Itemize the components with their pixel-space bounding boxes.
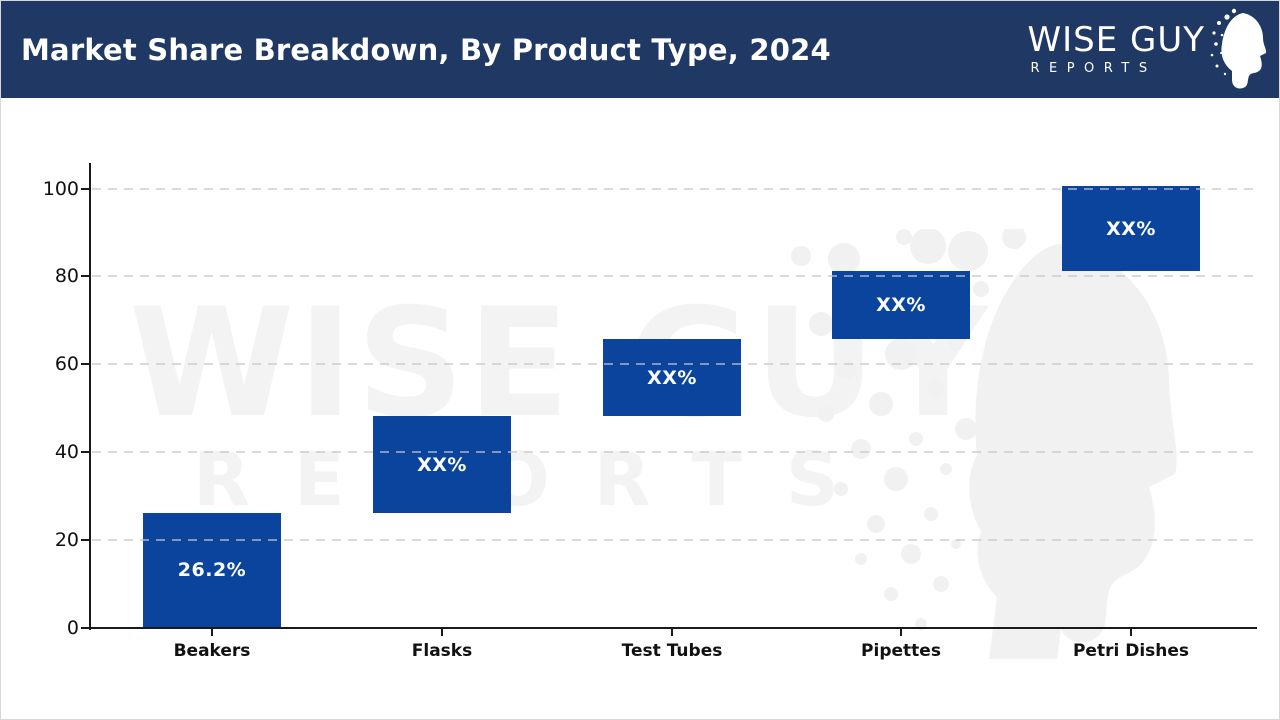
y-tickmark-100 xyxy=(81,187,90,190)
x-category-label: Pipettes xyxy=(861,641,941,661)
y-tick-label-20: 20 xyxy=(54,529,79,552)
y-tickmark-80 xyxy=(81,275,90,278)
bar-value-label: XX% xyxy=(1106,217,1156,240)
page-title: Market Share Breakdown, By Product Type,… xyxy=(21,32,831,67)
x-category-label: Beakers xyxy=(173,641,251,661)
y-tickmark-0 xyxy=(81,627,90,629)
bar-value-label: XX% xyxy=(417,453,467,476)
y-tickmark-40 xyxy=(81,451,90,454)
bar-value-label: XX% xyxy=(876,294,926,317)
bar-value-label: 26.2% xyxy=(177,559,247,582)
header: Market Share Breakdown, By Product Type,… xyxy=(1,1,1279,98)
x-tickmark-3 xyxy=(900,629,902,636)
y-tick-label-60: 60 xyxy=(54,353,79,376)
x-category-label: Flasks xyxy=(411,641,473,661)
x-tickmark-4 xyxy=(1130,629,1132,636)
y-tickmark-60 xyxy=(81,363,90,366)
x-category-label: Petri Dishes xyxy=(1072,641,1190,661)
y-tickmark-20 xyxy=(81,539,90,542)
bar-petri-dishes: XX% xyxy=(1062,186,1200,272)
logo-head-icon xyxy=(1210,8,1267,89)
bar-value-label: XX% xyxy=(647,366,697,389)
x-tickmark-1 xyxy=(441,629,443,636)
bar-beakers: 26.2% xyxy=(143,512,281,628)
watermark-text-line2: REPORTS xyxy=(193,437,884,523)
logo-wordmark: WISE GUY xyxy=(1027,20,1205,60)
y-tick-label-0: 0 xyxy=(66,617,79,639)
x-tickmark-0 xyxy=(211,629,213,636)
bar-flasks: XX% xyxy=(373,416,511,513)
y-tick-label-40: 40 xyxy=(54,441,79,464)
logo-text: WISE GUY REPORTS xyxy=(1027,23,1205,76)
logo-subtext: REPORTS xyxy=(1030,61,1157,76)
x-axis-spine xyxy=(89,627,1257,629)
y-tick-label-100: 100 xyxy=(42,177,79,200)
y-tick-label-80: 80 xyxy=(54,265,79,288)
bar-test-tubes: XX% xyxy=(603,338,741,417)
y-axis-spine xyxy=(89,163,91,630)
bar-pipettes: XX% xyxy=(832,271,970,339)
brand-logo: WISE GUY REPORTS xyxy=(1027,8,1271,92)
x-category-label: Test Tubes xyxy=(621,641,723,661)
x-tickmark-2 xyxy=(671,629,673,636)
